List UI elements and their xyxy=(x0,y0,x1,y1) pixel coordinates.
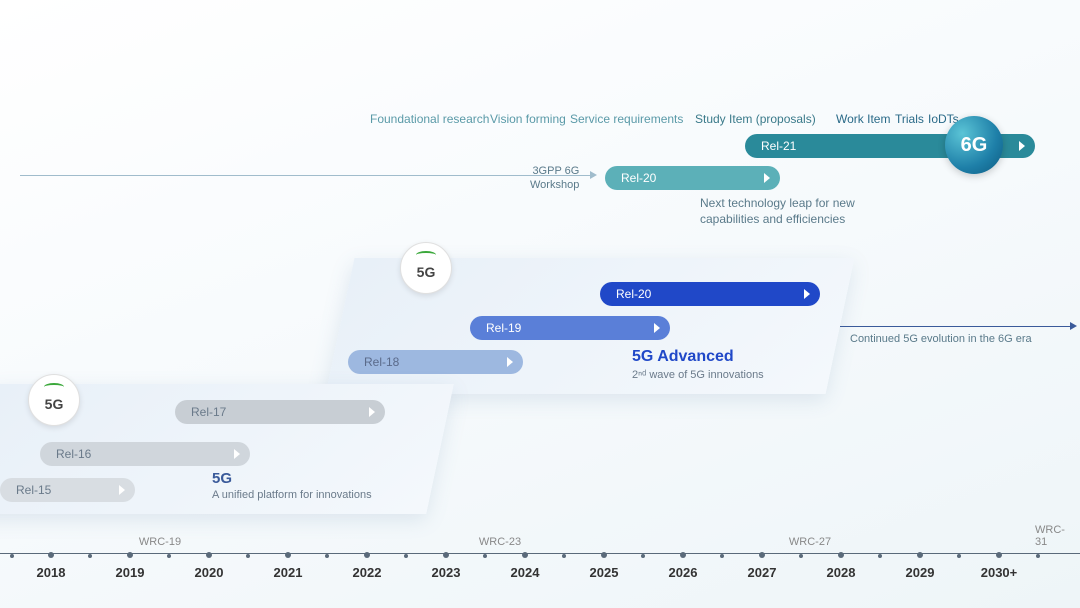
sixg-arrow-line xyxy=(20,175,590,176)
tick-minor xyxy=(641,554,645,558)
rel20-6g-label: Rel-20 xyxy=(621,171,656,185)
wrc-label: WRC-31 xyxy=(1035,524,1065,548)
tick-major xyxy=(127,552,133,558)
tick-minor xyxy=(404,554,408,558)
wrc-label: WRC-23 xyxy=(479,536,521,548)
tick-minor xyxy=(957,554,961,558)
tick-major xyxy=(759,552,765,558)
chevron-icon xyxy=(804,289,810,299)
tick-major xyxy=(680,552,686,558)
chevron-icon xyxy=(654,323,660,333)
year-label: 2022 xyxy=(353,565,382,580)
chevron-icon xyxy=(507,357,513,367)
phase-service: Service requirements xyxy=(570,112,683,126)
year-label: 2028 xyxy=(827,565,856,580)
rel16-label: Rel-16 xyxy=(56,447,91,461)
tick-minor xyxy=(483,554,487,558)
workshop-label: 3GPP 6G Workshop xyxy=(530,164,579,193)
fiveg-adv-title: 5G Advanced xyxy=(632,348,734,366)
tick-minor xyxy=(167,554,171,558)
year-label: 2020 xyxy=(195,565,224,580)
rel17-label: Rel-17 xyxy=(191,405,226,419)
year-label: 2027 xyxy=(748,565,777,580)
swoosh-icon xyxy=(416,251,436,259)
year-label: 2025 xyxy=(590,565,619,580)
tick-major xyxy=(48,552,54,558)
wrc-label: WRC-19 xyxy=(139,536,181,548)
rel19-bar: Rel-19 xyxy=(470,316,670,340)
tick-major xyxy=(996,552,1002,558)
tick-major xyxy=(443,552,449,558)
sixg-badge: 6G xyxy=(945,116,1003,174)
tick-minor xyxy=(10,554,14,558)
rel20-5g-label: Rel-20 xyxy=(616,287,651,301)
rel20-6g-bar: Rel-20 xyxy=(605,166,780,190)
tick-major xyxy=(601,552,607,558)
rel19-label: Rel-19 xyxy=(486,321,521,335)
chevron-icon xyxy=(369,407,375,417)
rel18-label: Rel-18 xyxy=(364,355,399,369)
tick-minor xyxy=(562,554,566,558)
fiveg-evo-arrow-head xyxy=(1070,322,1077,330)
tick-minor xyxy=(325,554,329,558)
fiveg-badge: 5G xyxy=(28,374,80,426)
tick-major xyxy=(838,552,844,558)
fiveg-evo-label: Continued 5G evolution in the 6G era xyxy=(850,332,1032,346)
phase-study: Study Item (proposals) xyxy=(695,112,816,126)
year-label: 2018 xyxy=(37,565,66,580)
tick-minor xyxy=(799,554,803,558)
tick-major xyxy=(917,552,923,558)
rel15-label: Rel-15 xyxy=(16,483,51,497)
rel17-bar: Rel-17 xyxy=(175,400,385,424)
tick-major xyxy=(206,552,212,558)
chevron-icon xyxy=(234,449,240,459)
tick-minor xyxy=(720,554,724,558)
chevron-icon xyxy=(119,485,125,495)
phase-work: Work Item xyxy=(836,112,890,126)
phase-vision: Vision forming xyxy=(490,112,566,126)
year-label: 2026 xyxy=(669,565,698,580)
tick-minor xyxy=(1036,554,1040,558)
year-label: 2021 xyxy=(274,565,303,580)
swoosh-icon xyxy=(44,383,64,391)
phase-trials: Trials xyxy=(895,112,924,126)
fiveg-title: 5G xyxy=(212,470,232,487)
fiveg-evo-arrow-line xyxy=(840,326,1070,327)
chevron-icon xyxy=(1019,141,1025,151)
year-label: 2023 xyxy=(432,565,461,580)
year-label: 2029 xyxy=(906,565,935,580)
year-label: 2019 xyxy=(116,565,145,580)
rel18-bar: Rel-18 xyxy=(348,350,523,374)
tick-major xyxy=(364,552,370,558)
tick-major xyxy=(522,552,528,558)
tick-minor xyxy=(878,554,882,558)
rel20-5g-bar: Rel-20 xyxy=(600,282,820,306)
tick-minor xyxy=(88,554,92,558)
fiveg-subtitle: A unified platform for innovations xyxy=(212,488,372,502)
phase-foundational: Foundational research xyxy=(370,112,489,126)
fiveg-adv-badge: 5G xyxy=(400,242,452,294)
wrc-label: WRC-27 xyxy=(789,536,831,548)
rel21-label: Rel-21 xyxy=(761,139,796,153)
fiveg-adv-subtitle: 2ⁿᵈ wave of 5G innovations xyxy=(632,368,764,382)
year-label: 2024 xyxy=(511,565,540,580)
sixg-arrow-head xyxy=(590,171,597,179)
rel16-bar: Rel-16 xyxy=(40,442,250,466)
sixg-sub-label: Next technology leap for new capabilitie… xyxy=(700,196,855,227)
tick-minor xyxy=(246,554,250,558)
rel15-bar: Rel-15 xyxy=(0,478,135,502)
chevron-icon xyxy=(764,173,770,183)
year-label: 2030+ xyxy=(981,565,1018,580)
tick-major xyxy=(285,552,291,558)
